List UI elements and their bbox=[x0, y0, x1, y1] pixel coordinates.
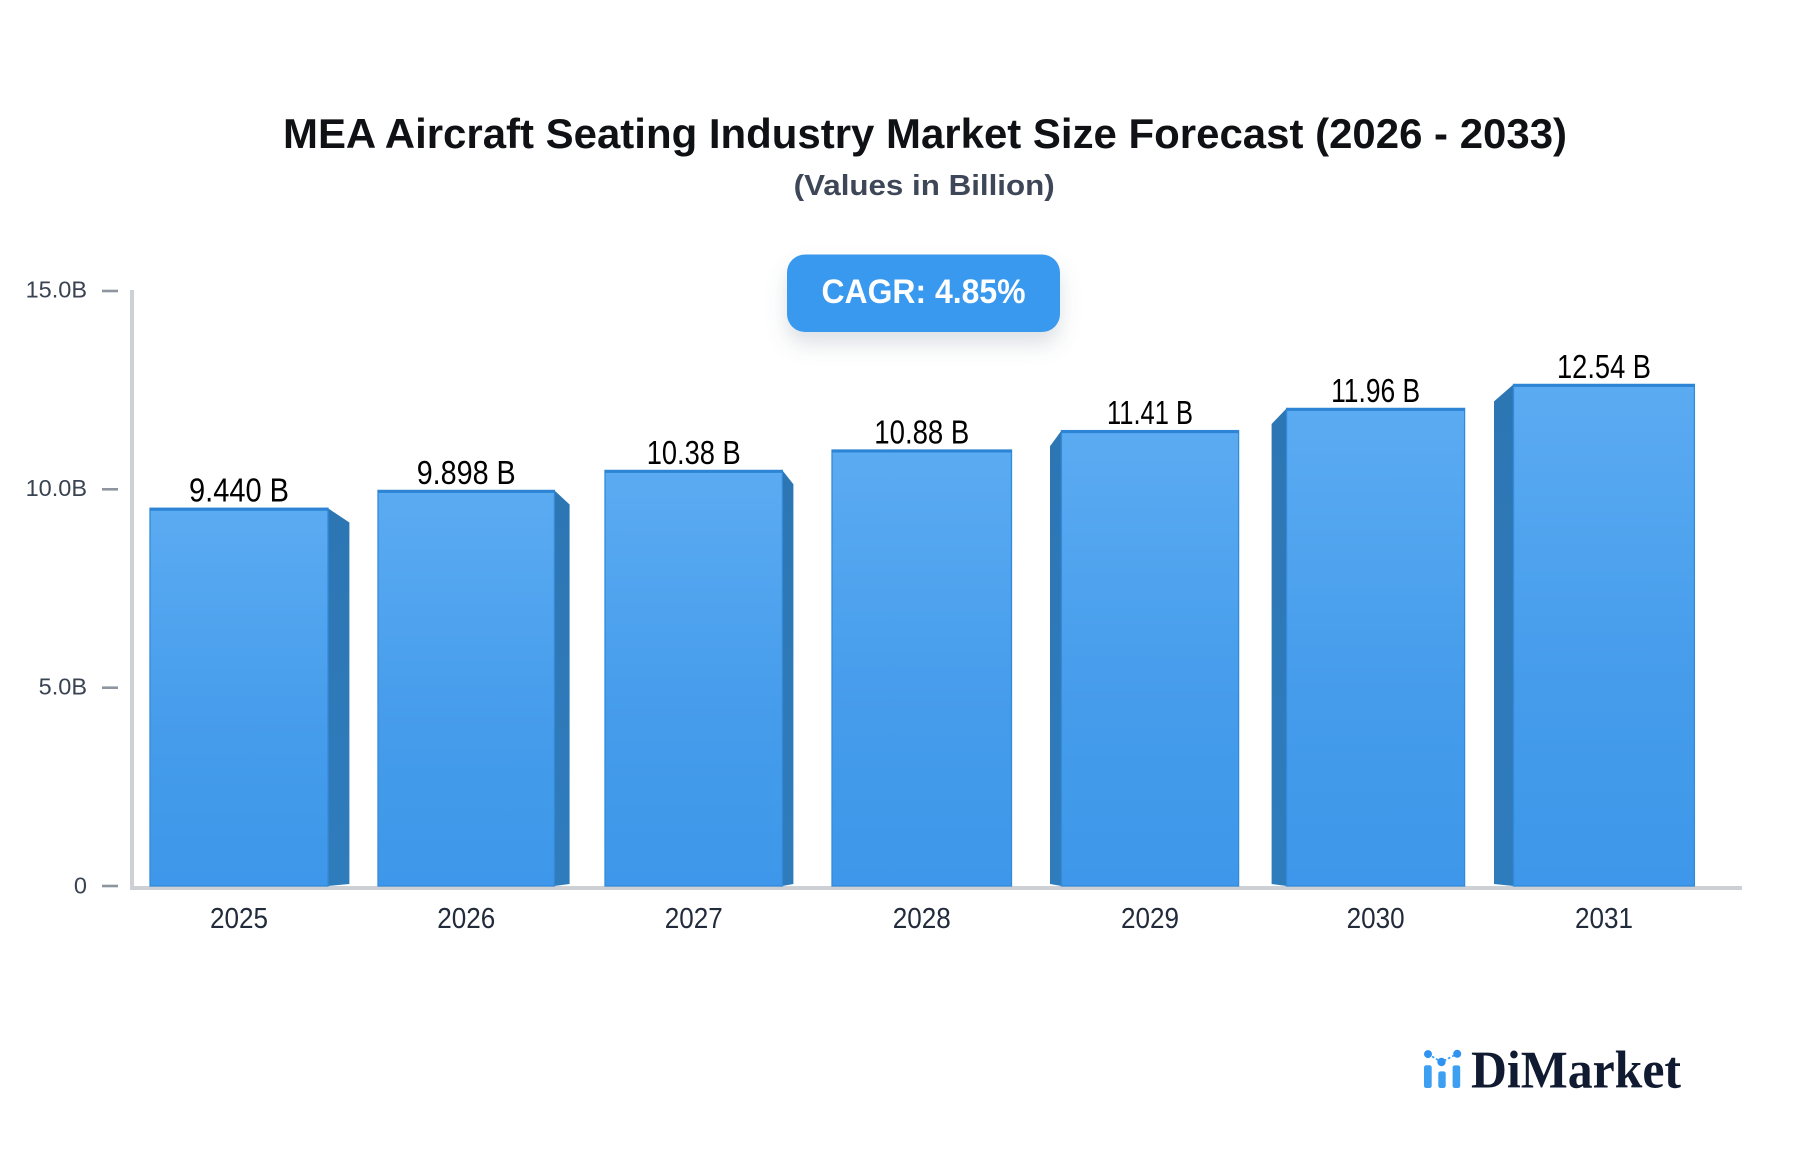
svg-text:5.0B: 5.0B bbox=[39, 673, 87, 699]
svg-text:2025: 2025 bbox=[210, 903, 268, 935]
svg-text:9.440 B: 9.440 B bbox=[189, 472, 289, 509]
svg-text:12.54 B: 12.54 B bbox=[1557, 348, 1651, 385]
svg-text:2026: 2026 bbox=[437, 903, 495, 935]
svg-text:11.96 B: 11.96 B bbox=[1331, 372, 1420, 409]
svg-text:2029: 2029 bbox=[1121, 903, 1179, 935]
svg-text:(Values in Billion): (Values in Billion) bbox=[794, 170, 1055, 202]
svg-text:10.0B: 10.0B bbox=[26, 475, 87, 501]
svg-text:CAGR: 4.85%: CAGR: 4.85% bbox=[822, 273, 1026, 311]
svg-text:2027: 2027 bbox=[665, 903, 723, 935]
svg-text:0: 0 bbox=[74, 872, 87, 898]
svg-text:9.898 B: 9.898 B bbox=[417, 454, 516, 491]
svg-text:10.38 B: 10.38 B bbox=[647, 434, 741, 471]
svg-text:2031: 2031 bbox=[1575, 903, 1633, 935]
svg-text:2028: 2028 bbox=[893, 903, 951, 935]
svg-text:11.41 B: 11.41 B bbox=[1107, 394, 1193, 431]
svg-text:MEA Aircraft Seating Industry: MEA Aircraft Seating Industry Market Siz… bbox=[283, 110, 1567, 157]
svg-text:15.0B: 15.0B bbox=[26, 277, 87, 303]
svg-text:10.88 B: 10.88 B bbox=[874, 414, 969, 451]
svg-text:2030: 2030 bbox=[1347, 903, 1405, 935]
svg-text:DiMarket: DiMarket bbox=[1471, 1042, 1681, 1100]
